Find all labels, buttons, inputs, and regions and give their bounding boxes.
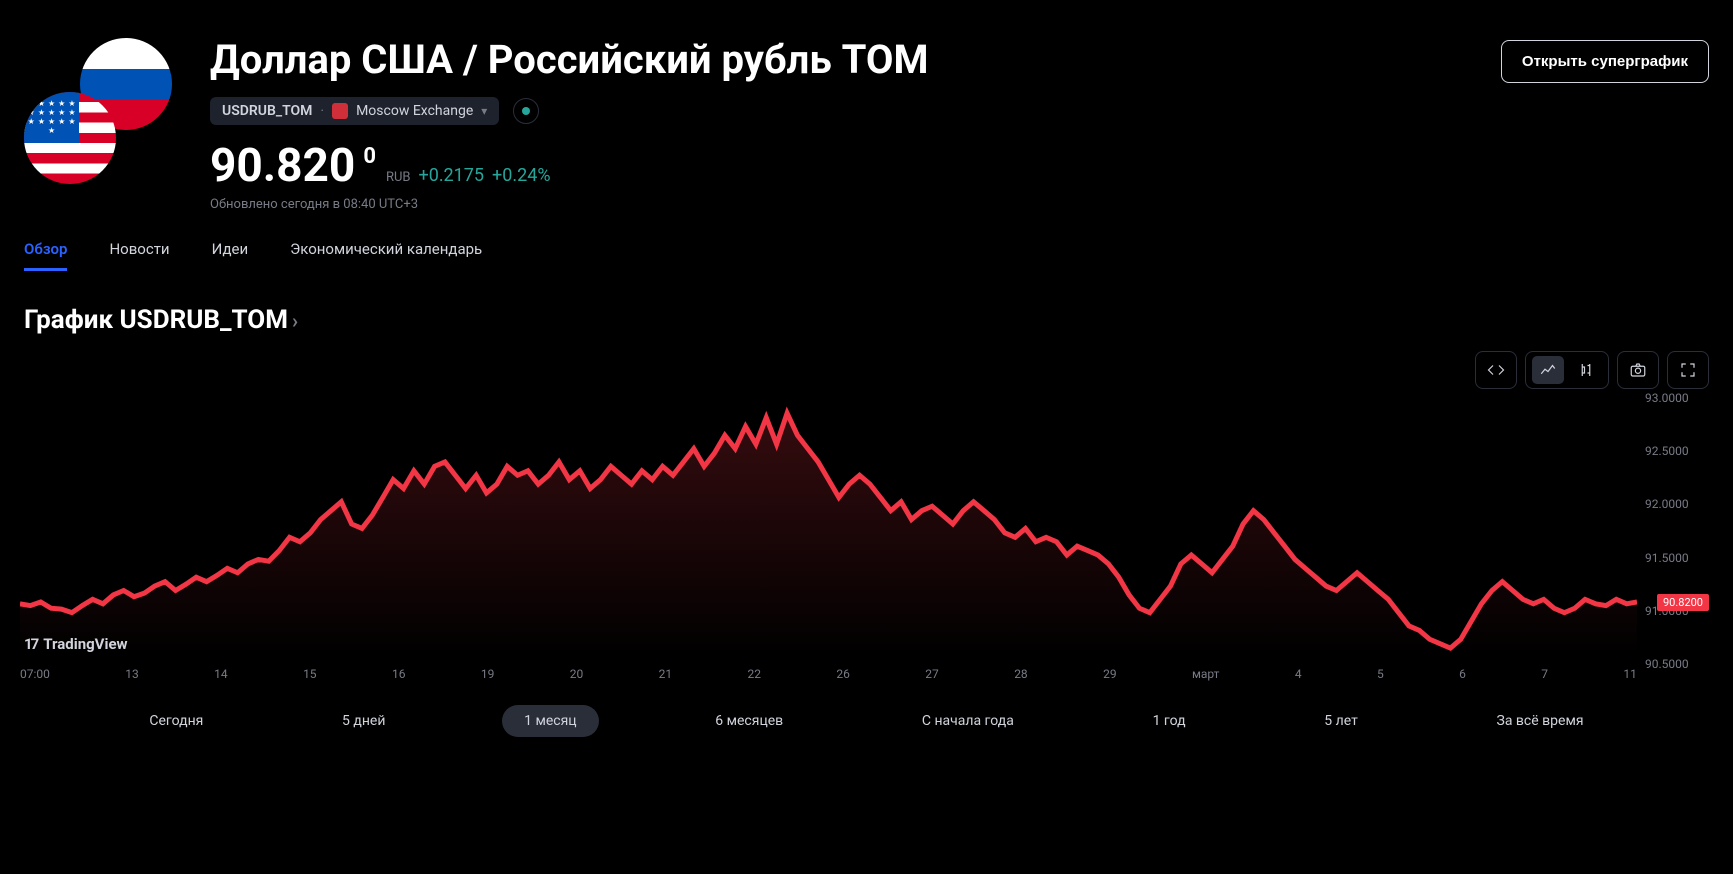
tab-обзор[interactable]: Обзор	[24, 240, 67, 271]
area-chart-button[interactable]	[1532, 356, 1564, 384]
fullscreen-button[interactable]	[1667, 351, 1709, 389]
range-1-месяц[interactable]: 1 месяц	[502, 705, 598, 737]
range-5-дней[interactable]: 5 дней	[320, 705, 407, 737]
price-currency: RUB	[386, 170, 411, 185]
range-сегодня[interactable]: Сегодня	[127, 705, 225, 737]
time-range-selector: Сегодня 5 дней 1 месяц 6 месяцев С начала го…	[0, 681, 1733, 737]
tradingview-watermark[interactable]: 17TradingView	[24, 635, 128, 653]
range-6-месяцев[interactable]: 6 месяцев	[693, 705, 805, 737]
chevron-down-icon: ▾	[481, 104, 487, 118]
symbol-code: USDRUB_TOM	[222, 103, 312, 119]
range-1-год[interactable]: 1 год	[1131, 705, 1208, 737]
chart-title[interactable]: График USDRUB_TOM›	[0, 271, 1733, 335]
chart-type-toggle	[1525, 351, 1609, 389]
range-с-начала-года[interactable]: С начала года	[900, 705, 1036, 737]
current-price-tag: 90.8200	[1657, 594, 1709, 611]
snapshot-button[interactable]	[1617, 351, 1659, 389]
range-за-всё-время[interactable]: За всё время	[1475, 705, 1606, 737]
candlestick-chart-button[interactable]	[1570, 356, 1602, 384]
open-superchart-button[interactable]: Открыть суперграфик	[1501, 40, 1709, 83]
section-tabs: Обзор Новости Идеи Экономический календарь	[0, 212, 1733, 271]
page-title: Доллар США / Российский рубль TOM	[210, 36, 1501, 83]
price-change-pct: +0.24%	[492, 165, 551, 186]
embed-code-button[interactable]	[1475, 351, 1517, 389]
chevron-right-icon: ›	[292, 309, 298, 333]
last-updated: Обновлено сегодня в 08:40 UTC+3	[210, 197, 1501, 212]
market-status-indicator[interactable]	[513, 98, 539, 124]
exchange-icon	[332, 103, 348, 119]
price-chart[interactable]	[20, 391, 1637, 657]
range-5-лет[interactable]: 5 лет	[1302, 705, 1380, 737]
exchange-name: Moscow Exchange	[356, 103, 473, 119]
price-value: 90.820	[210, 139, 355, 193]
tab-экономический-календарь[interactable]: Экономический календарь	[290, 240, 482, 271]
chart-container: 93.000092.500092.000091.500091.000090.50…	[20, 351, 1709, 681]
flag-usa: ★★★★ ★★★★ ★★★★ ★★★★	[24, 92, 116, 184]
price-decimal: 0	[363, 144, 376, 169]
y-axis: 93.000092.500092.000091.500091.000090.50…	[1645, 391, 1709, 657]
tab-идеи[interactable]: Идеи	[212, 240, 249, 271]
price-change-abs: +0.2175	[418, 165, 484, 186]
symbol-selector[interactable]: USDRUB_TOM · Moscow Exchange ▾	[210, 97, 499, 125]
tab-новости[interactable]: Новости	[109, 240, 169, 271]
currency-pair-flags: ★★★★ ★★★★ ★★★★ ★★★★	[24, 30, 174, 180]
x-axis: 07:00131415161920212226272829март456711	[20, 667, 1637, 681]
